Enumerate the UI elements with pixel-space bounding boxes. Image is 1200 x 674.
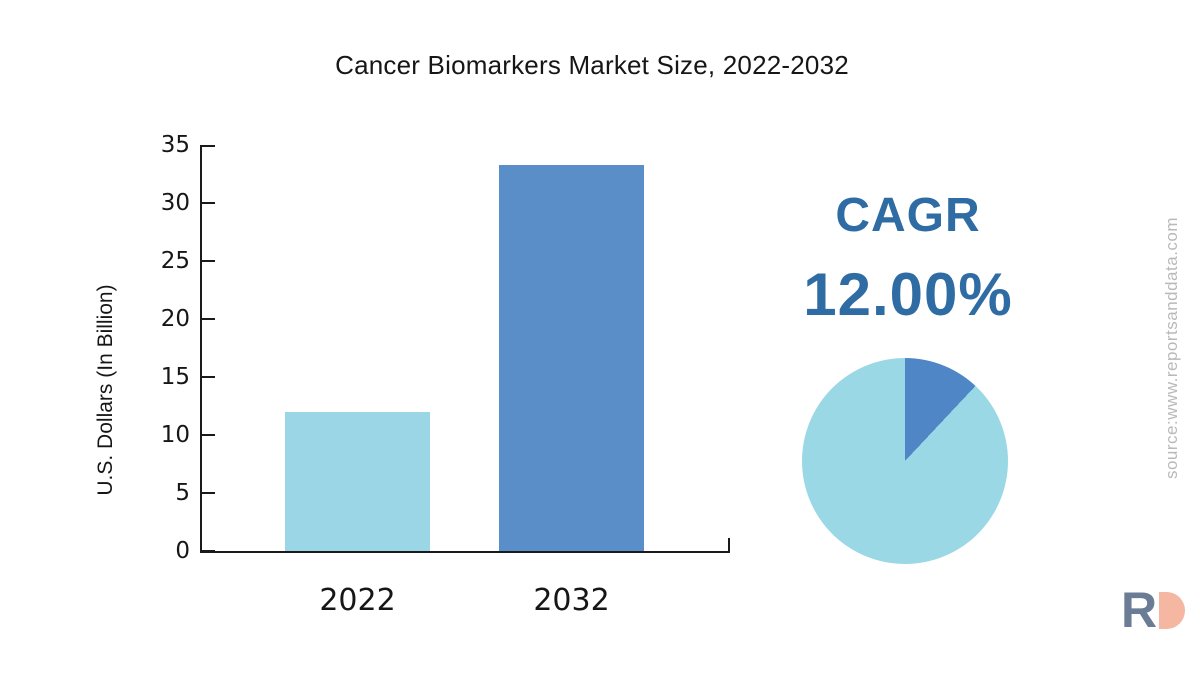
logo-letter-r: R	[1121, 582, 1158, 638]
cagr-callout: CAGR 12.00%	[758, 190, 1058, 326]
bar-2022	[285, 411, 430, 551]
chart-title: Cancer Biomarkers Market Size, 2022-2032	[335, 50, 849, 80]
y-tick-mark	[202, 318, 215, 320]
y-tick-label: 15	[160, 364, 190, 390]
y-tick-label: 5	[175, 480, 190, 506]
y-tick-mark	[202, 434, 215, 436]
source-attribution: source:www.reportsanddata.com	[1162, 216, 1181, 480]
y-tick-mark	[202, 260, 215, 262]
y-tick-label: 30	[160, 190, 190, 216]
plot-area: 0 5 10 15 20 25 30 35 2022 2032	[161, 132, 730, 618]
x-axis-endcap-tick	[728, 538, 730, 551]
y-axis-title: U.S. Dollars (In Billion)	[94, 284, 117, 496]
y-tick-mark	[202, 550, 215, 552]
y-tick-label: 25	[160, 248, 190, 274]
cagr-pie-chart	[802, 358, 1008, 564]
bar-2032	[499, 164, 644, 551]
y-tick-label: 35	[160, 132, 190, 158]
y-tick-label: 10	[160, 422, 190, 448]
y-tick-mark	[202, 492, 215, 494]
x-tick-label: 2022	[319, 583, 396, 618]
cagr-label: CAGR	[835, 189, 981, 242]
x-tick-label: 2032	[533, 583, 610, 618]
y-tick-label: 20	[160, 306, 190, 332]
logo-d-shape-icon	[1159, 591, 1186, 629]
y-tick-mark	[202, 376, 215, 378]
y-tick-mark	[202, 145, 215, 147]
cagr-value: 12.00%	[803, 261, 1013, 328]
y-tick-mark	[202, 202, 215, 204]
reportsanddata-logo: R	[1121, 582, 1186, 638]
y-tick-label: 0	[175, 538, 190, 564]
